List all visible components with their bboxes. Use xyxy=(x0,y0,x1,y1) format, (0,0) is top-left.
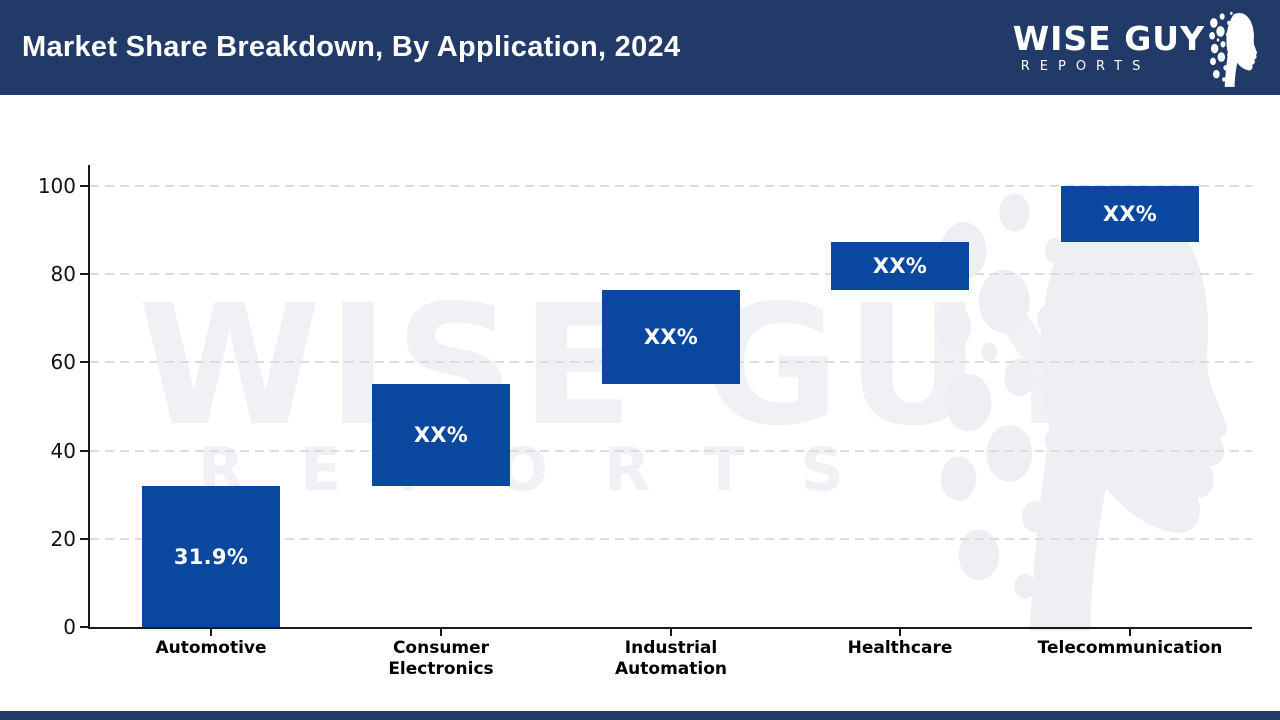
y-tick-label-40: 40 xyxy=(50,439,76,463)
x-category-label-industrial-automation: Industrial Automation xyxy=(556,638,786,680)
footer-bar xyxy=(0,711,1280,720)
brand-head-icon xyxy=(1209,11,1258,87)
y-tick-label-60: 60 xyxy=(50,350,76,374)
chart-title: Market Share Breakdown, By Application, … xyxy=(22,31,681,63)
bar-consumer-electronics: XX% xyxy=(372,384,510,486)
bar-value-label: XX% xyxy=(1102,202,1158,226)
x-category-label-automotive: Automotive xyxy=(96,638,326,659)
x-tick-mark-1 xyxy=(210,629,212,636)
bar-industrial-automation: XX% xyxy=(602,290,740,384)
bar-value-label: XX% xyxy=(413,423,469,447)
bar-value-label: XX% xyxy=(872,254,928,278)
x-category-label-line: Healthcare xyxy=(847,638,953,658)
brand-text: WISE GUY REPORTS xyxy=(1013,22,1205,74)
bar-healthcare: XX% xyxy=(831,242,969,290)
x-category-label-healthcare: Healthcare xyxy=(785,638,1015,659)
x-category-label-consumer-electronics: Consumer Electronics xyxy=(326,638,556,680)
y-tick-label-100: 100 xyxy=(37,174,76,198)
x-category-label-line: Electronics xyxy=(388,659,494,679)
y-tick-mark-60 xyxy=(80,361,88,363)
y-tick-label-20: 20 xyxy=(50,527,76,551)
gridline-100 xyxy=(90,185,1252,187)
gridline-20 xyxy=(90,538,1252,540)
x-category-label-line: Automotive xyxy=(155,638,267,658)
x-tick-mark-3 xyxy=(670,629,672,636)
y-tick-mark-20 xyxy=(80,538,88,540)
brand-name: WISE GUY xyxy=(1012,18,1205,58)
x-category-label-line: Telecommunication xyxy=(1037,638,1223,658)
x-category-label-telecommunication: Telecommunication xyxy=(1015,638,1245,659)
bar-telecommunication: XX% xyxy=(1061,186,1199,242)
gridline-40 xyxy=(90,450,1252,452)
brand-subtitle: REPORTS xyxy=(1020,58,1151,74)
bar-value-label: XX% xyxy=(643,325,699,349)
x-tick-mark-2 xyxy=(440,629,442,636)
y-tick-label-80: 80 xyxy=(50,262,76,286)
x-axis-line xyxy=(88,627,1252,629)
bar-value-label: 31.9% xyxy=(173,544,249,569)
brand-logo: WISE GUY REPORTS xyxy=(1013,8,1258,88)
x-category-label-line: Industrial xyxy=(624,638,718,658)
x-category-label-line: Consumer xyxy=(392,638,490,658)
gridline-80 xyxy=(90,273,1252,275)
x-tick-mark-4 xyxy=(899,629,901,636)
y-tick-mark-100 xyxy=(80,185,88,187)
y-tick-label-0: 0 xyxy=(63,615,76,639)
y-tick-mark-80 xyxy=(80,273,88,275)
y-tick-mark-40 xyxy=(80,450,88,452)
x-tick-mark-5 xyxy=(1129,629,1131,636)
x-category-label-line: Automation xyxy=(615,659,727,679)
y-tick-mark-0 xyxy=(80,626,88,628)
header: Market Share Breakdown, By Application, … xyxy=(0,0,1280,95)
y-axis-line xyxy=(88,165,90,629)
bar-automotive: 31.9% xyxy=(142,486,280,627)
